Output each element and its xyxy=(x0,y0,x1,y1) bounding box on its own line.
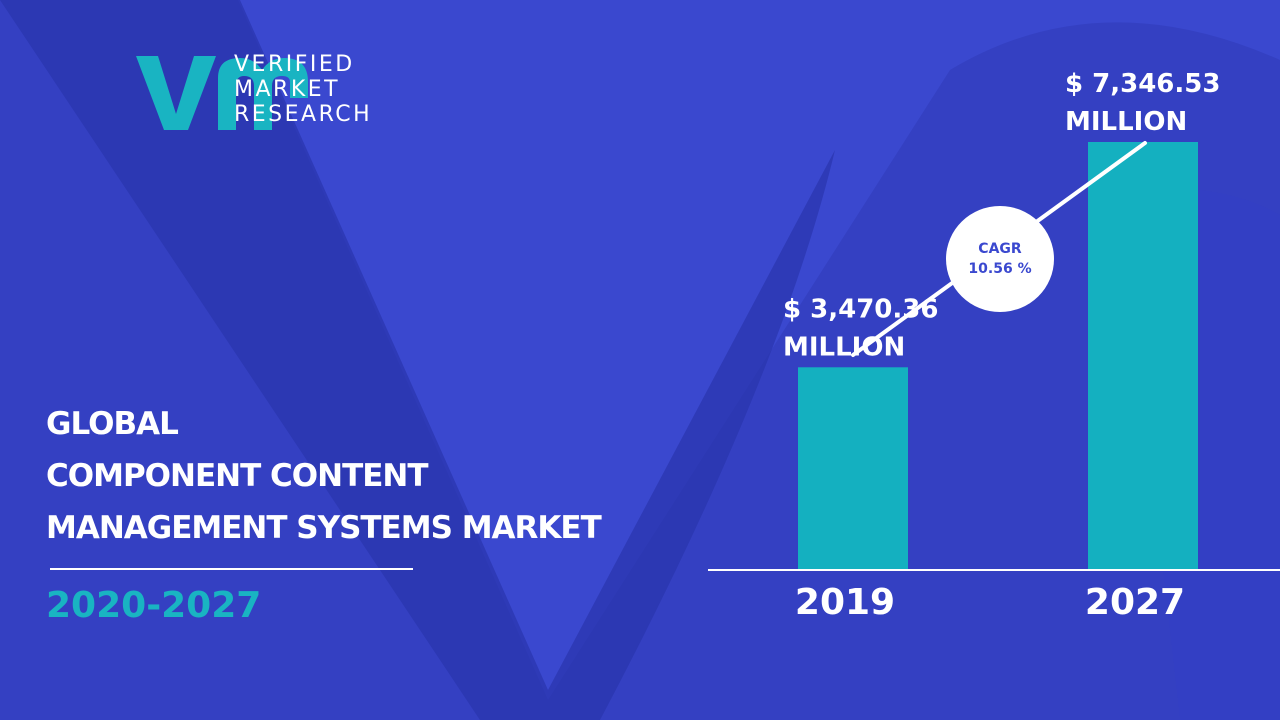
report-title: GLOBAL COMPONENT CONTENT MANAGEMENT SYST… xyxy=(46,398,602,554)
title-line: MANAGEMENT SYSTEMS MARKET xyxy=(46,510,602,546)
bar-2019 xyxy=(798,367,908,569)
brand-name-line: MARKET xyxy=(234,77,341,102)
title-divider xyxy=(50,568,413,570)
value-label-2019: $ 3,470.36 xyxy=(783,294,938,324)
brand-name-line: VERIFIED xyxy=(234,52,355,77)
cagr-value: 10.56 % xyxy=(968,261,1032,277)
forecast-period: 2020-2027 xyxy=(46,585,262,626)
vmr-logo-icon xyxy=(136,56,308,130)
brand-name: VERIFIED MARKET RESEARCH xyxy=(234,52,372,127)
bar-2027 xyxy=(1088,142,1198,569)
value-label-2019: MILLION xyxy=(783,332,905,362)
category-label-2027: 2027 xyxy=(1085,582,1185,623)
title-line: COMPONENT CONTENT xyxy=(46,458,428,494)
category-label-2019: 2019 xyxy=(795,582,895,623)
value-label-2027: $ 7,346.53 xyxy=(1065,69,1220,99)
cagr-badge: CAGR 10.56 % xyxy=(946,206,1054,312)
value-label-2027: MILLION xyxy=(1065,107,1187,137)
title-line: GLOBAL xyxy=(46,406,179,442)
brand-name-line: RESEARCH xyxy=(234,102,373,127)
cagr-label: CAGR xyxy=(978,241,1022,257)
